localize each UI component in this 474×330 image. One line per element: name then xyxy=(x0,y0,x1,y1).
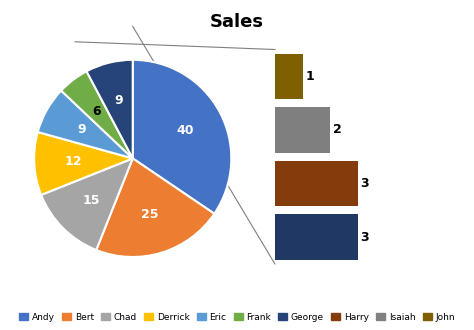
Wedge shape xyxy=(34,132,133,195)
Wedge shape xyxy=(61,71,133,158)
Bar xyxy=(275,161,358,206)
Wedge shape xyxy=(41,158,133,250)
Text: 6: 6 xyxy=(92,105,101,118)
Bar xyxy=(275,107,330,153)
Text: 15: 15 xyxy=(82,194,100,207)
Legend: Andy, Bert, Chad, Derrick, Eric, Frank, George, Harry, Isaiah, John: Andy, Bert, Chad, Derrick, Eric, Frank, … xyxy=(16,309,458,325)
Text: 12: 12 xyxy=(65,155,82,168)
Wedge shape xyxy=(96,158,214,257)
Bar xyxy=(275,214,358,260)
Text: 3: 3 xyxy=(361,231,369,244)
Text: 25: 25 xyxy=(141,209,159,221)
Text: 9: 9 xyxy=(77,123,85,136)
Text: 40: 40 xyxy=(176,124,194,137)
Text: 9: 9 xyxy=(114,94,123,108)
Wedge shape xyxy=(133,60,231,214)
Bar xyxy=(275,53,302,99)
Text: 2: 2 xyxy=(333,123,342,136)
Text: 1: 1 xyxy=(305,70,314,83)
Wedge shape xyxy=(87,60,133,158)
Text: Sales: Sales xyxy=(210,13,264,31)
Wedge shape xyxy=(38,91,133,158)
Text: 3: 3 xyxy=(361,177,369,190)
